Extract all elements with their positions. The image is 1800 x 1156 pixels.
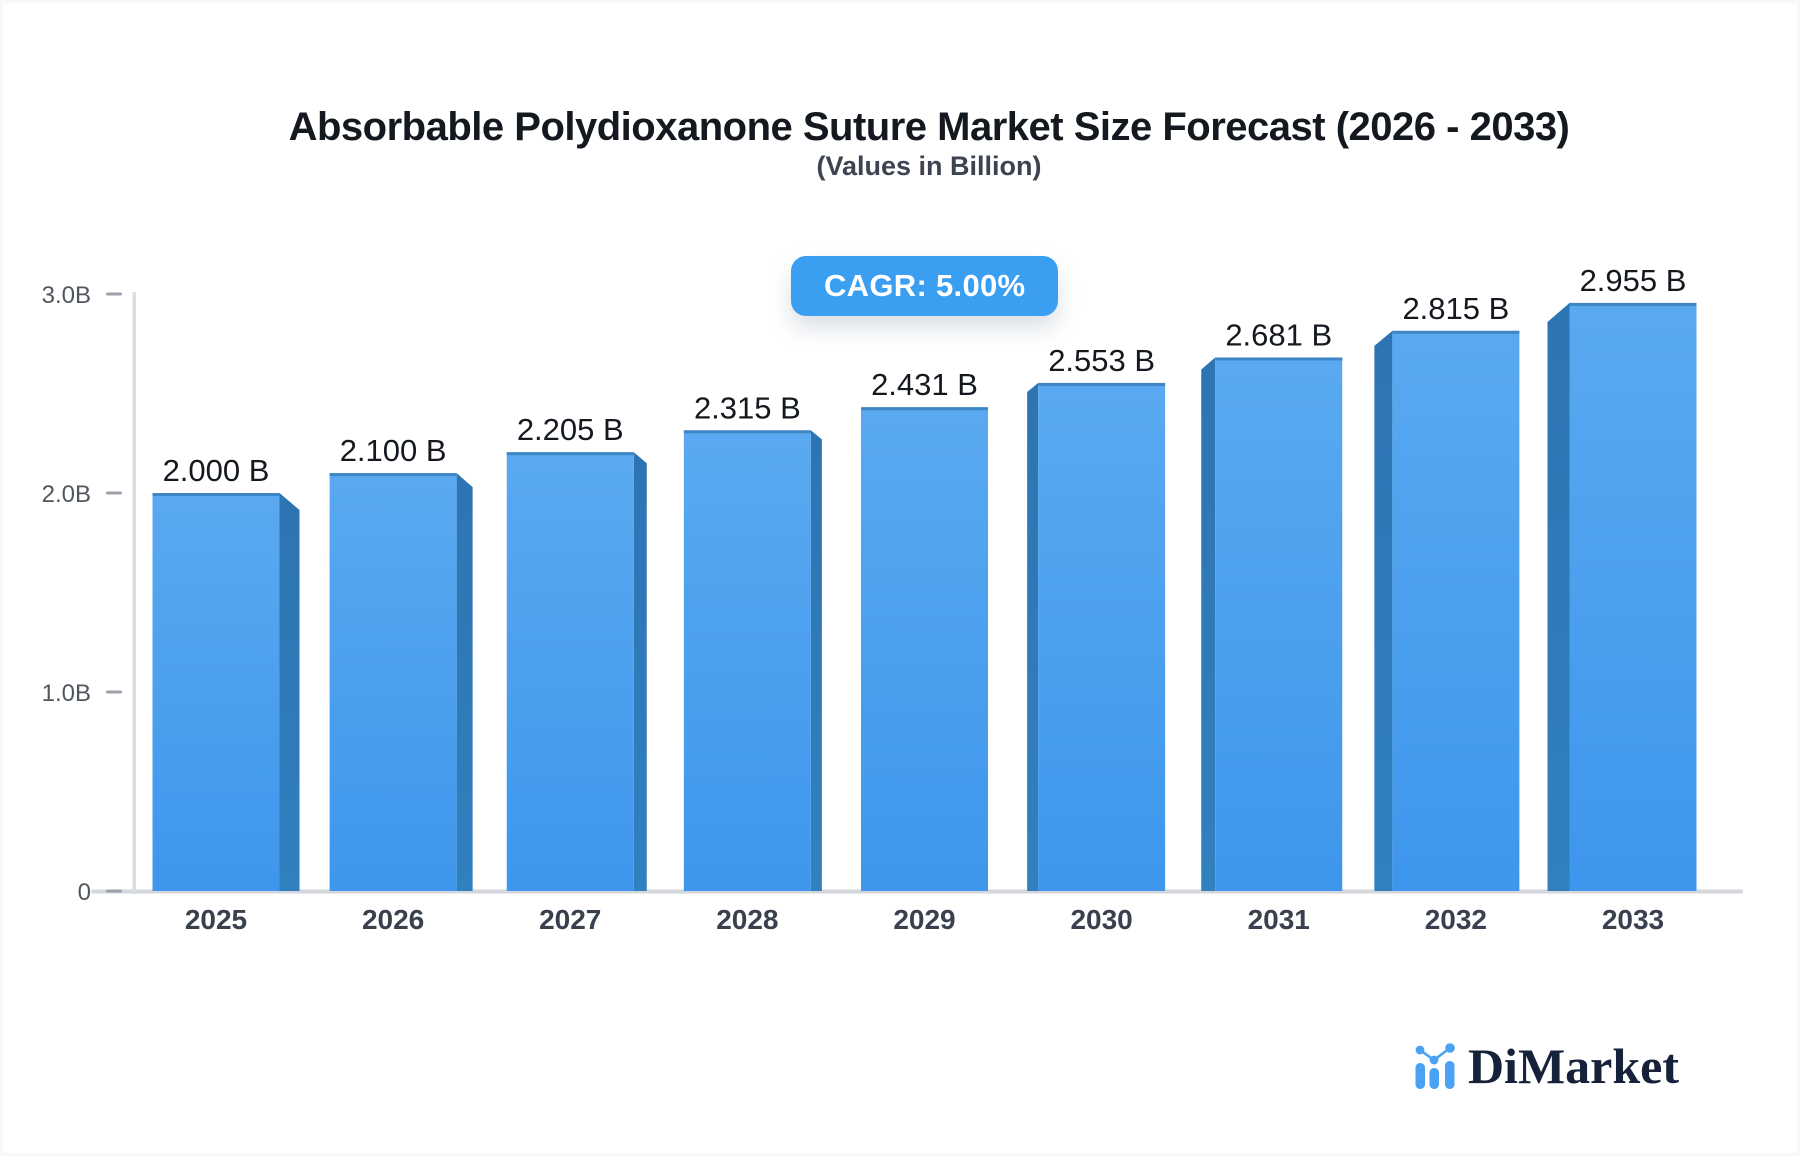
- bar: [1569, 302, 1697, 892]
- bar-side-face: [1027, 382, 1039, 891]
- bar-value-label: 2.815 B: [1402, 291, 1509, 326]
- bar-top-edge: [1392, 330, 1520, 334]
- bar-side-face: [633, 452, 647, 891]
- bar: [1392, 330, 1520, 891]
- bar: [329, 473, 457, 891]
- x-tick-label: 2026: [362, 904, 424, 935]
- bar-side-face: [279, 493, 300, 891]
- x-tick-label: 2027: [539, 904, 601, 935]
- x-tick-label: 2025: [185, 904, 247, 935]
- x-tick-label: 2033: [1602, 904, 1664, 935]
- bar: [506, 452, 634, 891]
- bar-top-edge: [861, 407, 988, 411]
- x-tick-label: 2030: [1070, 904, 1132, 935]
- bar-side-face: [1374, 330, 1393, 891]
- y-tick-label: 1.0B: [42, 680, 91, 707]
- chart-title: Absorbable Polydioxanone Suture Market S…: [288, 105, 1570, 149]
- bar-top-edge: [329, 473, 457, 477]
- y-tick-mark: [106, 690, 122, 694]
- bar-top-edge: [1569, 302, 1697, 306]
- x-tick-label: 2029: [893, 904, 955, 935]
- y-tick-label: 3.0B: [42, 282, 91, 309]
- bar: [861, 407, 988, 891]
- bar-top-edge: [683, 430, 811, 434]
- bar-top-edge: [1038, 382, 1166, 386]
- bar: [683, 430, 811, 891]
- bar: [152, 493, 280, 891]
- dimarket-logo-text: DiMarket: [1467, 1038, 1679, 1094]
- bar: [1215, 357, 1343, 892]
- bar-top-edge: [1215, 357, 1343, 361]
- bar: [1038, 382, 1166, 891]
- bar-value-label: 2.431 B: [871, 367, 978, 402]
- dimarket-logo: DiMarket: [1415, 1038, 1679, 1094]
- y-tick-mark: [106, 889, 122, 893]
- chart-subtitle: (Values in Billion): [816, 151, 1042, 181]
- y-tick-mark: [106, 292, 122, 296]
- bar-side-face: [810, 430, 822, 891]
- x-tick-label: 2028: [716, 904, 778, 935]
- bar-side-face: [456, 473, 473, 891]
- bar-value-label: 2.100 B: [340, 433, 447, 468]
- cagr-badge: CAGR: 5.00%: [791, 256, 1059, 316]
- bar-top-edge: [506, 452, 634, 456]
- y-tick-label: 0: [78, 879, 91, 906]
- bar-value-label: 2.955 B: [1580, 263, 1687, 298]
- bar-chart: 0 1.0B 2.0B 3.0B 2.000 B 2025 2.100 B 2026 2.205…: [42, 263, 1743, 935]
- bar-side-face: [1201, 357, 1216, 892]
- bar-line-chart-icon: [1415, 1043, 1455, 1089]
- bar-value-label: 2.205 B: [517, 412, 624, 447]
- bar-side-face: [1547, 302, 1570, 892]
- x-tick-label: 2031: [1248, 904, 1310, 935]
- bar-top-edge: [152, 493, 280, 496]
- bar-value-label: 2.000 B: [163, 453, 270, 488]
- y-tick-mark: [106, 491, 122, 495]
- bar-value-label: 2.681 B: [1225, 317, 1332, 352]
- y-tick-label: 2.0B: [42, 481, 91, 508]
- bar-value-label: 2.553 B: [1048, 343, 1155, 378]
- bar-value-label: 2.315 B: [694, 390, 801, 425]
- y-axis-line: [132, 292, 136, 894]
- x-tick-label: 2032: [1425, 904, 1487, 935]
